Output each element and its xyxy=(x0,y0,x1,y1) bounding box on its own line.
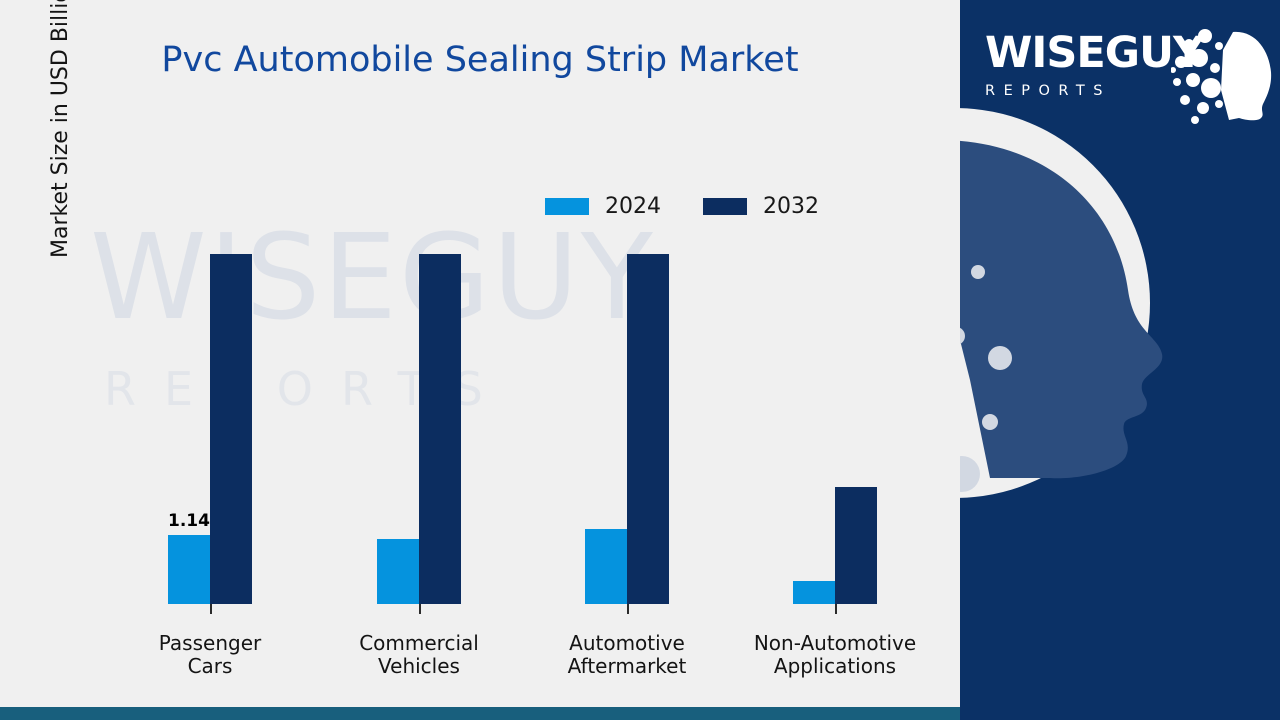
logo-subtext: REPORTS xyxy=(985,83,1111,99)
bar-2024[interactable] xyxy=(377,539,419,604)
plot-area: 1.14 Passenger Cars Commercial Vehicles Autom… xyxy=(159,254,916,678)
brand-logo: WISEGUY REPORTS xyxy=(985,28,1272,124)
legend-label-2024: 2024 xyxy=(605,194,661,219)
legend-label-2032: 2032 xyxy=(763,194,819,219)
bar-2024[interactable]: 1.14 xyxy=(168,511,210,604)
x-axis-tick xyxy=(627,604,629,614)
chart-legend: 2024 2032 xyxy=(545,194,819,219)
legend-item-2032[interactable]: 2032 xyxy=(703,194,819,219)
x-axis-category-label: Automotive Aftermarket xyxy=(567,631,687,678)
panel-dot-pattern xyxy=(960,265,1012,492)
brand-panel xyxy=(960,0,1280,720)
page-title: Pvc Automobile Sealing Strip Market xyxy=(161,40,799,80)
x-axis-category-label: Non-Automotive Applications xyxy=(753,631,917,678)
x-axis-tick xyxy=(835,604,837,614)
bar-2032[interactable] xyxy=(627,254,669,604)
legend-swatch-2032 xyxy=(703,198,747,215)
bar-2024[interactable] xyxy=(585,528,627,604)
bar-2032[interactable] xyxy=(419,254,461,604)
x-axis-category-label: Commercial Vehicles xyxy=(359,631,479,678)
bottom-accent-bar xyxy=(0,707,960,720)
bar-value-label: 1.14 xyxy=(168,510,210,531)
legend-item-2024[interactable]: 2024 xyxy=(545,194,661,219)
legend-swatch-2024 xyxy=(545,198,589,215)
x-axis-tick xyxy=(419,604,421,614)
bar-group: Automotive Aftermarket xyxy=(568,254,686,678)
bar-group: Commercial Vehicles xyxy=(359,254,479,678)
logo-wordmark: WISEGUY xyxy=(985,28,1204,78)
x-axis-tick xyxy=(210,604,212,614)
x-axis-category-label: Passenger Cars xyxy=(158,631,262,678)
bar-2024[interactable] xyxy=(793,581,835,604)
face-profile-silhouette xyxy=(960,140,1163,479)
bar-2032[interactable] xyxy=(210,254,252,604)
bar-group: 1.14 Passenger Cars xyxy=(159,254,261,678)
bar-2032[interactable] xyxy=(835,487,877,604)
bar-group: Non-Automotive Applications xyxy=(754,254,916,678)
head-profile-icon xyxy=(1171,29,1272,124)
